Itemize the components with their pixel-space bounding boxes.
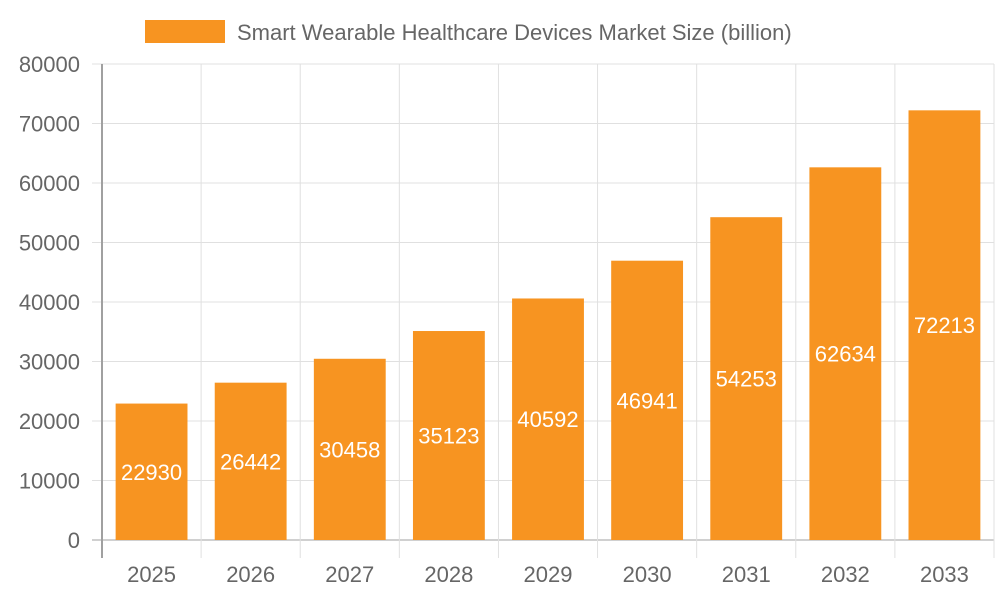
- x-tick-label: 2026: [226, 562, 275, 587]
- y-tick-label: 30000: [19, 350, 80, 375]
- bar-2027: [313, 358, 386, 540]
- x-tick-label: 2027: [325, 562, 374, 587]
- bar-2033: [908, 110, 981, 541]
- data-label: 30458: [319, 437, 380, 462]
- data-label: 35123: [418, 424, 479, 449]
- x-axis: 2025 2026 2027 2028 2029 2030 2031 2032 2033: [127, 562, 969, 587]
- y-tick-label: 0: [68, 528, 80, 553]
- x-tick-label: 2025: [127, 562, 176, 587]
- y-tick-label: 80000: [19, 52, 80, 77]
- bar-2029: [512, 298, 584, 540]
- y-tick-label: 60000: [19, 171, 80, 196]
- data-label: 62634: [815, 342, 876, 367]
- legend[interactable]: Smart Wearable Healthcare Devices Market…: [145, 20, 792, 45]
- x-tick-label: 2028: [424, 562, 473, 587]
- y-tick-label: 70000: [19, 112, 80, 137]
- x-tick-label: 2033: [920, 562, 969, 587]
- bar-2030: [611, 260, 684, 540]
- x-tick-label: 2032: [821, 562, 870, 587]
- y-tick-label: 20000: [19, 409, 80, 434]
- data-label: 54253: [716, 367, 777, 392]
- data-label: 72213: [914, 313, 975, 338]
- bar-2031: [710, 217, 783, 541]
- bar-2026: [214, 382, 287, 540]
- y-tick-label: 50000: [19, 231, 80, 256]
- legend-label: Smart Wearable Healthcare Devices Market…: [237, 20, 792, 45]
- x-tick-label: 2029: [524, 562, 573, 587]
- data-label: 40592: [517, 407, 578, 432]
- data-label: 22930: [121, 460, 182, 485]
- data-label: 26442: [220, 449, 281, 474]
- data-label: 46941: [617, 388, 678, 413]
- x-tick-label: 2030: [623, 562, 672, 587]
- y-axis: 0 10000 20000 30000 40000 50000 60000 70000 8000…: [19, 52, 80, 553]
- bar-2032: [809, 167, 882, 540]
- bar-2028: [412, 331, 485, 540]
- bars: [115, 110, 981, 541]
- bar-2025: [115, 403, 188, 540]
- y-tick-label: 10000: [19, 469, 80, 494]
- legend-swatch: [145, 20, 225, 43]
- y-tick-label: 40000: [19, 290, 80, 315]
- data-labels: 22930 26442 30458 35123 40592 46941 54253 62634…: [121, 313, 975, 485]
- x-tick-label: 2031: [722, 562, 771, 587]
